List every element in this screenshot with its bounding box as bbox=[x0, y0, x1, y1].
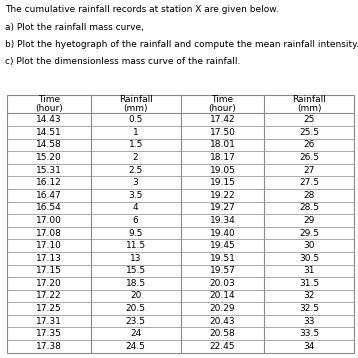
Text: 27.5: 27.5 bbox=[299, 178, 319, 187]
Text: 31: 31 bbox=[304, 266, 315, 275]
Text: 20.43: 20.43 bbox=[210, 317, 235, 326]
Text: 17.42: 17.42 bbox=[210, 115, 235, 124]
Text: 30.5: 30.5 bbox=[299, 254, 319, 263]
Text: 2: 2 bbox=[133, 153, 139, 162]
Text: 17.13: 17.13 bbox=[36, 254, 62, 263]
Text: 22.45: 22.45 bbox=[210, 342, 235, 351]
Text: 18.17: 18.17 bbox=[209, 153, 236, 162]
Text: 17.35: 17.35 bbox=[36, 329, 62, 338]
Text: 34: 34 bbox=[304, 342, 315, 351]
Text: 16.54: 16.54 bbox=[36, 203, 62, 212]
Text: 0.5: 0.5 bbox=[129, 115, 143, 124]
Text: 19.45: 19.45 bbox=[209, 241, 235, 250]
Text: 28.5: 28.5 bbox=[299, 203, 319, 212]
Text: (mm): (mm) bbox=[124, 104, 148, 113]
Text: 19.27: 19.27 bbox=[209, 203, 235, 212]
Text: 25: 25 bbox=[304, 115, 315, 124]
Text: 1: 1 bbox=[133, 128, 139, 137]
Text: 17.25: 17.25 bbox=[36, 304, 62, 313]
Text: 19.57: 19.57 bbox=[209, 266, 236, 275]
Text: 2.5: 2.5 bbox=[129, 166, 143, 175]
Text: 18.01: 18.01 bbox=[209, 140, 236, 149]
Text: 19.40: 19.40 bbox=[209, 228, 235, 238]
Text: 31.5: 31.5 bbox=[299, 279, 319, 288]
Text: The cumulative rainfall records at station X are given below.: The cumulative rainfall records at stati… bbox=[5, 5, 279, 14]
Text: 26.5: 26.5 bbox=[299, 153, 319, 162]
Text: 17.08: 17.08 bbox=[36, 228, 62, 238]
Text: (hour): (hour) bbox=[35, 104, 63, 113]
Bar bbox=[7, 95, 354, 353]
Text: 24.5: 24.5 bbox=[126, 342, 146, 351]
Text: 17.22: 17.22 bbox=[36, 291, 62, 300]
Text: 19.15: 19.15 bbox=[209, 178, 236, 187]
Text: 14.58: 14.58 bbox=[36, 140, 62, 149]
Text: Time: Time bbox=[38, 95, 60, 104]
Text: 4: 4 bbox=[133, 203, 139, 212]
Text: 17.00: 17.00 bbox=[36, 216, 62, 225]
Text: Time: Time bbox=[211, 95, 233, 104]
Text: 6: 6 bbox=[133, 216, 139, 225]
Text: 19.05: 19.05 bbox=[209, 166, 236, 175]
Text: 25.5: 25.5 bbox=[299, 128, 319, 137]
Text: 17.10: 17.10 bbox=[36, 241, 62, 250]
Text: (hour): (hour) bbox=[209, 104, 236, 113]
Text: 17.38: 17.38 bbox=[36, 342, 62, 351]
Text: 1.5: 1.5 bbox=[129, 140, 143, 149]
Text: 14.43: 14.43 bbox=[36, 115, 62, 124]
Text: b) Plot the hyetograph of the rainfall and compute the mean rainfall intensity.: b) Plot the hyetograph of the rainfall a… bbox=[5, 40, 358, 49]
Text: 30: 30 bbox=[304, 241, 315, 250]
Text: Rainfall: Rainfall bbox=[292, 95, 326, 104]
Text: 20.14: 20.14 bbox=[210, 291, 235, 300]
Text: c) Plot the dimensionless mass curve of the rainfall.: c) Plot the dimensionless mass curve of … bbox=[5, 57, 241, 66]
Text: 33: 33 bbox=[304, 317, 315, 326]
Text: 18.5: 18.5 bbox=[126, 279, 146, 288]
Text: Rainfall: Rainfall bbox=[119, 95, 153, 104]
Text: 17.50: 17.50 bbox=[209, 128, 236, 137]
Text: 15.31: 15.31 bbox=[36, 166, 62, 175]
Text: 16.47: 16.47 bbox=[36, 191, 62, 200]
Text: 17.20: 17.20 bbox=[36, 279, 62, 288]
Text: 3: 3 bbox=[133, 178, 139, 187]
Text: 28: 28 bbox=[304, 191, 315, 200]
Text: 17.15: 17.15 bbox=[36, 266, 62, 275]
Text: 32.5: 32.5 bbox=[299, 304, 319, 313]
Text: a) Plot the rainfall mass curve,: a) Plot the rainfall mass curve, bbox=[5, 23, 144, 32]
Text: 20.29: 20.29 bbox=[210, 304, 235, 313]
Text: 29.5: 29.5 bbox=[299, 228, 319, 238]
Text: 23.5: 23.5 bbox=[126, 317, 146, 326]
Text: 20.58: 20.58 bbox=[209, 329, 235, 338]
Text: 19.22: 19.22 bbox=[210, 191, 235, 200]
Text: 16.12: 16.12 bbox=[36, 178, 62, 187]
Text: 19.51: 19.51 bbox=[209, 254, 236, 263]
Text: 15.20: 15.20 bbox=[36, 153, 62, 162]
Text: 11.5: 11.5 bbox=[126, 241, 146, 250]
Text: 14.51: 14.51 bbox=[36, 128, 62, 137]
Text: 9.5: 9.5 bbox=[129, 228, 143, 238]
Text: 24: 24 bbox=[130, 329, 141, 338]
Text: 27: 27 bbox=[304, 166, 315, 175]
Text: 29: 29 bbox=[304, 216, 315, 225]
Text: 20: 20 bbox=[130, 291, 141, 300]
Text: (mm): (mm) bbox=[297, 104, 321, 113]
Text: 19.34: 19.34 bbox=[209, 216, 235, 225]
Text: 33.5: 33.5 bbox=[299, 329, 319, 338]
Text: 13: 13 bbox=[130, 254, 141, 263]
Text: 20.5: 20.5 bbox=[126, 304, 146, 313]
Text: 17.31: 17.31 bbox=[36, 317, 62, 326]
Text: 26: 26 bbox=[304, 140, 315, 149]
Text: 20.03: 20.03 bbox=[209, 279, 235, 288]
Text: 15.5: 15.5 bbox=[126, 266, 146, 275]
Text: 32: 32 bbox=[304, 291, 315, 300]
Text: 3.5: 3.5 bbox=[129, 191, 143, 200]
